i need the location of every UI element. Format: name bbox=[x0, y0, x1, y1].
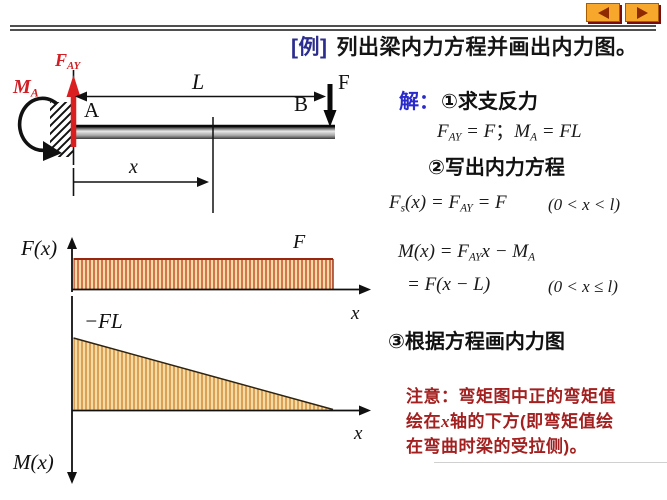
applied-force-arrow bbox=[323, 84, 337, 127]
reaction-force-arrow bbox=[66, 75, 81, 147]
x-dimension-label: x bbox=[129, 156, 138, 178]
eq2-mid: (x) = F bbox=[405, 192, 461, 213]
moment-hypotenuse bbox=[73, 337, 334, 411]
eq1-F: F bbox=[437, 121, 449, 142]
note: 注意：弯矩图中正的弯矩值 绘在x轴的下方(即弯矩值绘 在弯曲时梁的受拉侧)。 bbox=[406, 384, 616, 459]
x-dimension bbox=[74, 177, 209, 187]
point-b-label: B bbox=[294, 92, 309, 116]
moment-y-axis bbox=[67, 296, 77, 484]
left-triangle-icon bbox=[597, 6, 609, 19]
moment-arc-arrow bbox=[17, 96, 62, 161]
prev-slide-button[interactable] bbox=[586, 3, 620, 22]
eq2-rhs: = F bbox=[472, 192, 507, 213]
eq3-FAY-sub: AY bbox=[468, 251, 482, 264]
wall-hatch bbox=[50, 102, 73, 157]
eq1-separator: ； bbox=[495, 121, 515, 142]
reaction-label: FAY bbox=[55, 50, 80, 72]
right-triangle-icon bbox=[636, 6, 648, 19]
title-text: 列出梁内力方程并画出内力图。 bbox=[336, 36, 638, 59]
moment-x-axis bbox=[72, 405, 371, 416]
shear-x-label: x bbox=[351, 303, 360, 324]
moment-symbol: M bbox=[13, 76, 31, 98]
slide-edge-line bbox=[434, 462, 667, 463]
shear-x-axis bbox=[72, 284, 371, 295]
note-line-2: 绘在x轴的下方(即弯矩值绘 bbox=[406, 409, 616, 434]
moment-domain: (0 < x ≤ l) bbox=[548, 277, 618, 296]
solve-label: 解： bbox=[399, 91, 439, 113]
next-slide-button[interactable] bbox=[625, 3, 659, 22]
solution-step1: 解： ①求支反力 bbox=[399, 85, 538, 114]
shear-y-axis bbox=[67, 237, 77, 292]
moment-value-label: −FL bbox=[84, 309, 123, 333]
step1-text: ①求支反力 bbox=[441, 91, 538, 113]
reaction-symbol: F bbox=[55, 50, 68, 70]
note-line2-pre: 绘在 bbox=[406, 412, 441, 431]
shear-domain: (0 < x < l) bbox=[548, 195, 621, 214]
beam-body bbox=[74, 126, 335, 139]
point-a-label: A bbox=[84, 98, 100, 122]
eq2-FAY-sub: AY bbox=[460, 202, 473, 215]
length-label: L bbox=[192, 69, 205, 94]
moment-diagram-art bbox=[67, 296, 371, 484]
eq2-F: F bbox=[389, 192, 401, 213]
moment-label: MA bbox=[13, 76, 39, 101]
moment-subscript: A bbox=[30, 85, 39, 100]
eq2-F-sub: s bbox=[400, 202, 406, 215]
top-double-rule bbox=[10, 25, 656, 31]
eq1-M-sub: A bbox=[530, 131, 538, 144]
shear-area bbox=[73, 259, 333, 289]
slide-title: [例] 列出梁内力方程并画出内力图。 bbox=[291, 31, 638, 61]
note-line-3: 在弯曲时梁的受拉侧)。 bbox=[406, 437, 588, 456]
eq1-M: M bbox=[514, 121, 531, 142]
solution-step3: ③根据方程画内力图 bbox=[388, 331, 565, 353]
eq1-rhs1: = F bbox=[461, 121, 496, 142]
reaction-equation: FAY = F；MA = FL bbox=[437, 116, 582, 143]
solution-step2: ②写出内力方程 bbox=[428, 157, 565, 179]
shear-value-label: F bbox=[293, 231, 306, 253]
shear-equation: Fs(x) = FAY = F bbox=[389, 192, 507, 214]
note-line2-post: 轴的下方(即弯矩值绘 bbox=[450, 412, 614, 431]
shear-axis-label: F(x) bbox=[21, 236, 58, 260]
moment-equation-2: = F(x − L) bbox=[407, 274, 491, 295]
eq1-F-sub: AY bbox=[448, 131, 462, 144]
moment-x-label: x bbox=[354, 423, 363, 444]
length-dimension bbox=[75, 91, 326, 102]
moment-axis-label: M(x) bbox=[13, 450, 54, 474]
example-tag: [例] bbox=[291, 36, 328, 59]
note-line-1: 注意：弯矩图中正的弯矩值 bbox=[406, 387, 616, 406]
eq1-rhs2: = FL bbox=[537, 121, 582, 142]
moment-equation-1: M(x) = FAYx − MA bbox=[398, 241, 535, 263]
note-line2-x: x bbox=[441, 412, 450, 431]
shear-diagram-art bbox=[67, 237, 371, 295]
eq3-mid: x − M bbox=[481, 241, 529, 262]
eq3-MA-sub: A bbox=[528, 251, 536, 264]
beam-figure bbox=[17, 70, 337, 213]
eq3-lhs: M(x) = F bbox=[398, 241, 469, 262]
reaction-subscript: AY bbox=[67, 60, 81, 73]
applied-force-label: F bbox=[338, 70, 350, 94]
